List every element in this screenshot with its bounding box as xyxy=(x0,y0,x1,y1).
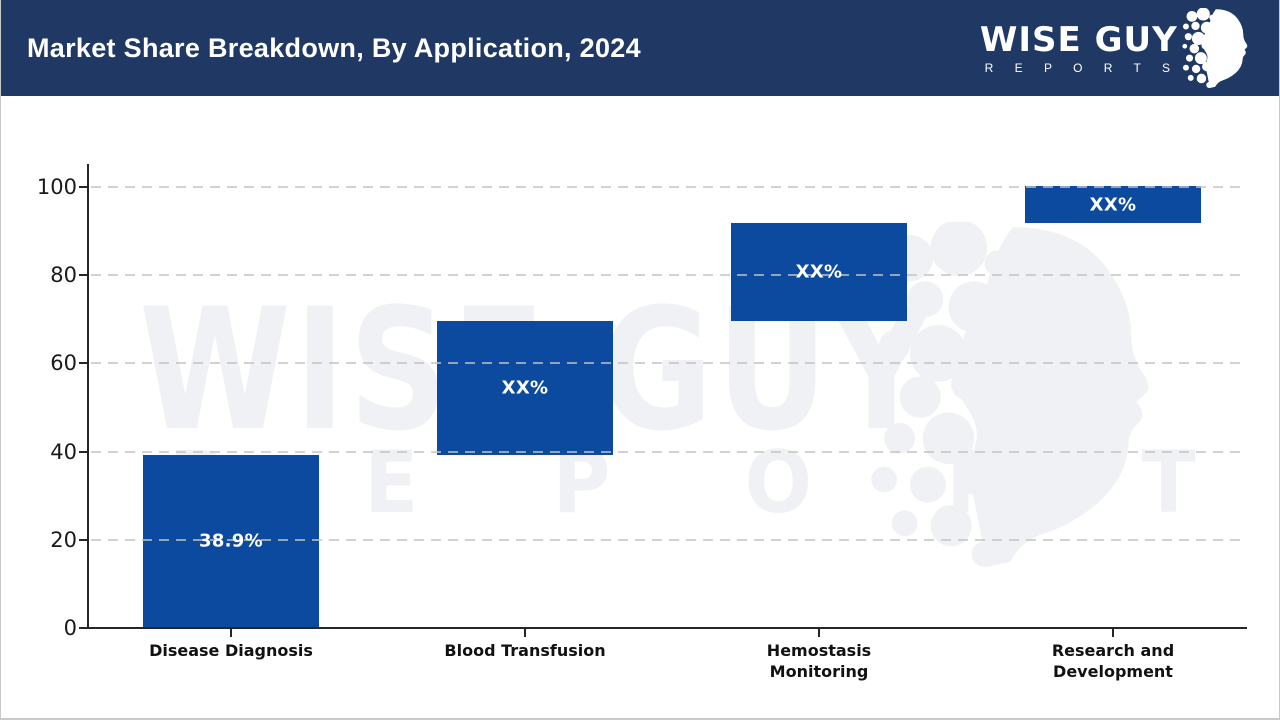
y-tick-mark xyxy=(79,538,87,541)
y-tick-label: 20 xyxy=(50,527,77,552)
brand-name-text: WISE GUY xyxy=(979,19,1178,60)
gridline xyxy=(91,362,1247,365)
brand-sub-text: R E P O R T S xyxy=(984,60,1179,75)
x-category-label: Hemostasis Monitoring xyxy=(766,641,872,681)
y-tick-mark xyxy=(79,362,87,365)
brand-logo: WISE GUY R E P O R T S xyxy=(979,8,1253,88)
y-tick-mark xyxy=(79,450,87,453)
y-tick-mark xyxy=(79,274,87,277)
y-tick-label: 40 xyxy=(50,439,77,464)
gridline xyxy=(91,450,1247,453)
x-tick-mark xyxy=(1112,629,1114,637)
header-bar: Market Share Breakdown, By Application, … xyxy=(1,0,1279,96)
x-category-label: Blood Transfusion xyxy=(444,641,606,660)
plot-area: 0 20 40 60 80 100 38.9% Disease Diagnosis XX% Blo… xyxy=(1,96,1279,718)
y-tick-label: 100 xyxy=(36,175,77,199)
page-title: Market Share Breakdown, By Application, … xyxy=(27,32,641,63)
bar-value-label: XX% xyxy=(501,377,549,399)
bar-segment xyxy=(143,455,319,627)
x-category-label: Research and Development xyxy=(1051,641,1175,681)
gridline xyxy=(91,186,1247,188)
bar-segment xyxy=(731,223,907,321)
y-tick-label: 60 xyxy=(50,351,77,376)
gridline xyxy=(91,538,1247,541)
y-tick-mark xyxy=(79,627,87,629)
x-tick-mark xyxy=(818,629,820,637)
y-tick-label: 0 xyxy=(63,616,77,640)
bar-value-label: XX% xyxy=(1089,194,1137,216)
x-tick-mark xyxy=(230,629,232,637)
brand-dot-face-icon xyxy=(1181,8,1253,88)
x-axis-line xyxy=(87,627,1247,629)
bar-segment xyxy=(437,320,613,456)
gridline xyxy=(91,274,1247,277)
y-tick-mark xyxy=(79,186,87,188)
x-tick-mark xyxy=(524,629,526,637)
y-tick-label: 80 xyxy=(50,263,77,288)
brand-wordmark: WISE GUY R E P O R T S xyxy=(979,23,1179,74)
bar-segment xyxy=(1025,186,1201,224)
x-category-label: Disease Diagnosis xyxy=(149,641,313,660)
y-axis-line xyxy=(87,164,89,629)
bar-value-label: 38.9% xyxy=(199,530,263,552)
bar-value-label: XX% xyxy=(795,261,843,283)
